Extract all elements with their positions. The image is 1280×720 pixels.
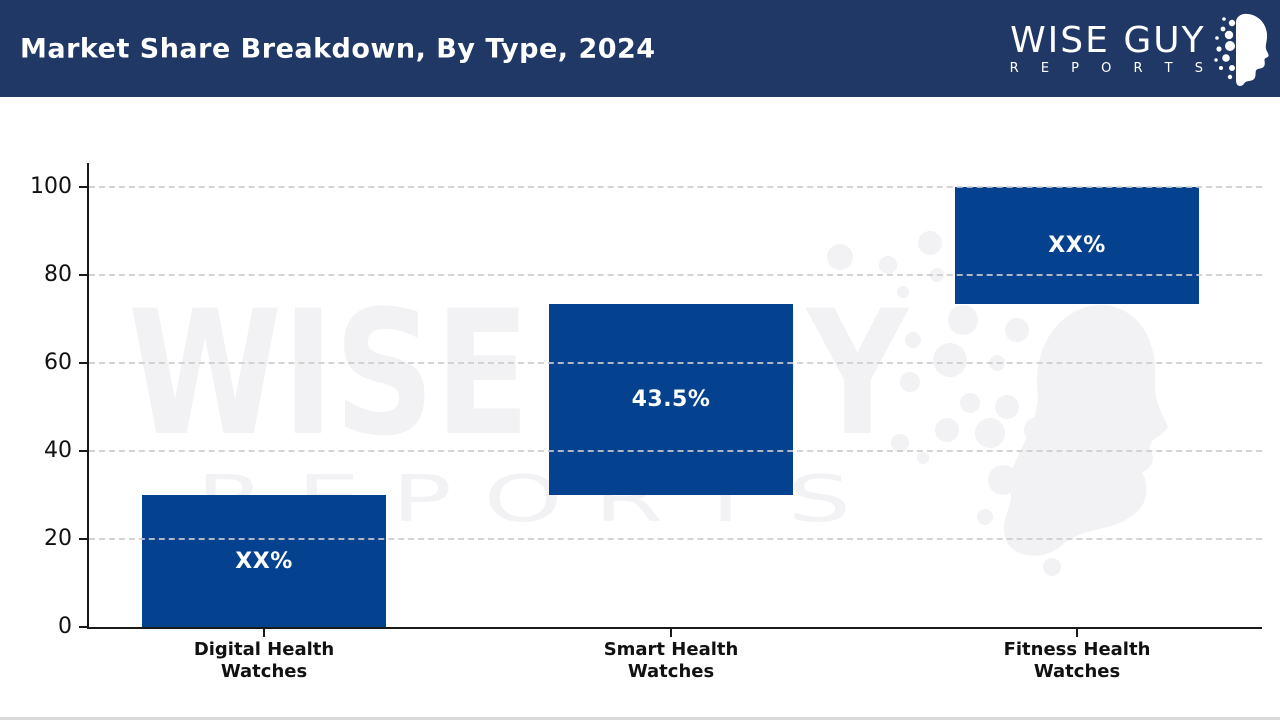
y-tick	[79, 538, 87, 540]
gridline-80	[89, 274, 1262, 276]
logo-wordmark: WISE GUY R E P O R T S	[1004, 19, 1212, 76]
x-category-label-fitness-health-watches: Fitness Health Watches	[917, 639, 1237, 683]
y-tick	[79, 362, 87, 364]
bar-fitness-health-watches: XX%	[955, 187, 1199, 304]
plot: XX% 43.5% XX% 0 20 40 60 80 100 Digital Health Wat…	[0, 97, 1280, 717]
wiseguy-logo: WISE GUY R E P O R T S	[1004, 7, 1272, 90]
gridline-40	[89, 450, 1262, 452]
x-tick	[263, 629, 265, 637]
logo-face-icon	[1214, 13, 1269, 86]
x-category-label-line: Watches	[627, 661, 715, 682]
bar-value-label: XX%	[1048, 232, 1106, 258]
gridline-60	[89, 362, 1262, 364]
bar-value-label: 43.5%	[631, 386, 711, 412]
gridline-100	[89, 186, 1262, 188]
logo-subtitle-text: R E P O R T S	[1009, 60, 1212, 76]
y-tick	[79, 186, 87, 188]
x-category-label-line: Digital Health	[193, 639, 335, 660]
y-tick-label: 60	[44, 350, 72, 375]
logo-brand-text: WISE GUY	[1010, 19, 1206, 61]
bottom-border	[0, 717, 1280, 720]
y-tick	[79, 274, 87, 276]
gridline-20	[89, 538, 1262, 540]
chart-title: Market Share Breakdown, By Type, 2024	[20, 33, 656, 64]
y-tick-label: 40	[44, 438, 72, 463]
x-category-label-line: Fitness Health	[1003, 639, 1151, 660]
logo-face-silhouette	[1236, 13, 1269, 86]
y-tick-label: 0	[58, 614, 72, 639]
y-tick-label: 20	[44, 526, 72, 551]
x-tick	[670, 629, 672, 637]
header-bar: Market Share Breakdown, By Type, 2024 WI…	[0, 0, 1280, 97]
bar-digital-health-watches: XX%	[142, 495, 386, 627]
logo-face-dots	[1214, 16, 1236, 79]
y-tick-label: 100	[30, 174, 72, 199]
x-category-label-smart-health-watches: Smart Health Watches	[511, 639, 831, 683]
x-category-label-line: Watches	[1033, 661, 1121, 682]
chart-area: WISE GUY R E P O R T S XX% 43.5% XX% 0 20 40 6…	[0, 97, 1280, 717]
y-axis-line	[87, 163, 89, 629]
y-tick	[79, 626, 87, 628]
x-axis-line	[87, 627, 1262, 629]
x-tick	[1076, 629, 1078, 637]
x-category-label-line: Watches	[220, 661, 308, 682]
x-category-label-digital-health-watches: Digital Health Watches	[104, 639, 424, 683]
y-tick	[79, 450, 87, 452]
bar-value-label: XX%	[235, 548, 293, 574]
x-category-label-line: Smart Health	[603, 639, 739, 660]
bar-smart-health-watches: 43.5%	[549, 303, 793, 495]
y-tick-label: 80	[44, 262, 72, 287]
